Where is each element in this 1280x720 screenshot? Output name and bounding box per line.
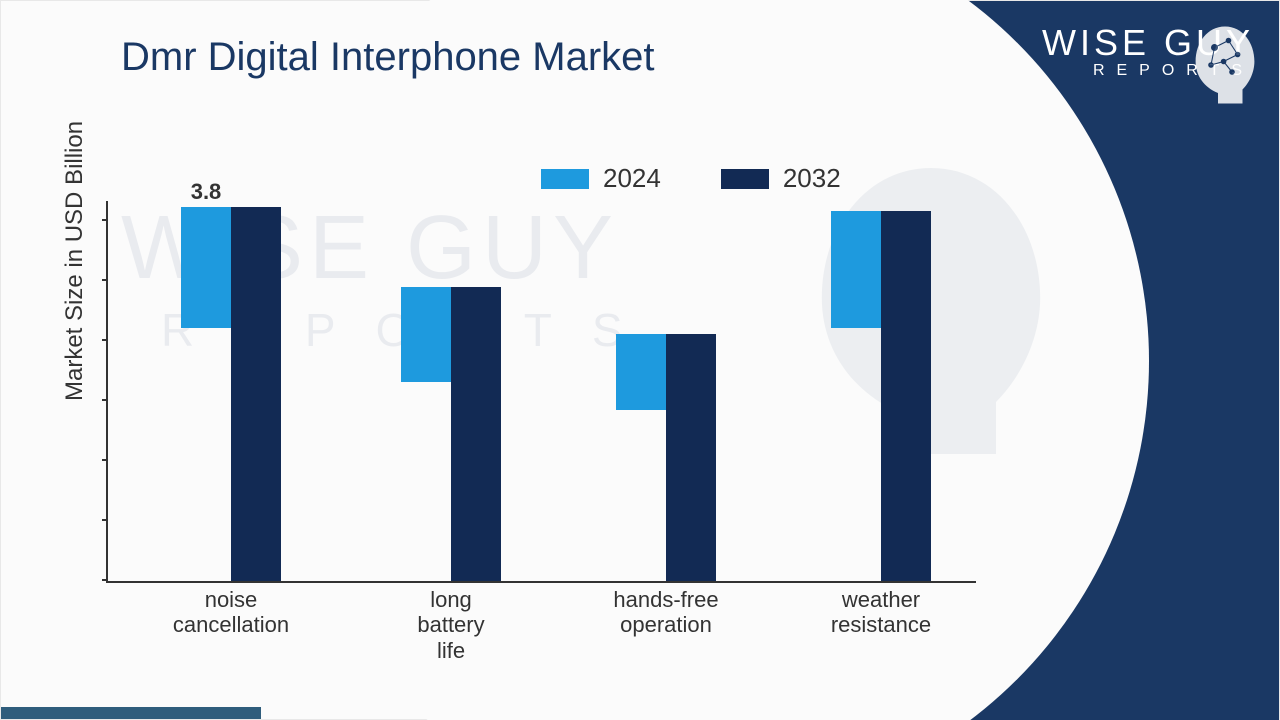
y-tick: [102, 279, 108, 281]
bar-2032: [451, 287, 501, 582]
bar-2032: [666, 334, 716, 581]
bar-2024: 3.8: [181, 207, 231, 327]
chart-title: Dmr Digital Interphone Market: [121, 35, 655, 80]
legend-swatch-2032: [721, 169, 769, 189]
x-axis: [106, 581, 976, 583]
y-axis-label: Market Size in USD Billion: [61, 121, 89, 401]
category-label: hands-freeoperation: [581, 587, 751, 638]
bar-2024: [831, 211, 881, 328]
accent-bar: [1, 707, 261, 719]
legend-swatch-2024: [541, 169, 589, 189]
y-tick: [102, 219, 108, 221]
plot-area: 3.8 noisecancellationlongbatterylifehand…: [106, 201, 976, 601]
category-label: noisecancellation: [146, 587, 316, 638]
bar-group: [601, 334, 731, 581]
category-label: weatherresistance: [796, 587, 966, 638]
bar-2024: [401, 287, 451, 382]
bar-group: [386, 287, 516, 582]
y-tick: [102, 339, 108, 341]
bar-2032: [231, 207, 281, 581]
bar-value-label: 3.8: [181, 179, 231, 205]
legend-label-2024: 2024: [603, 163, 661, 194]
legend-item-2024: 2024: [541, 163, 661, 194]
legend: 2024 2032: [541, 163, 841, 194]
bar-2032: [881, 211, 931, 582]
bar-group: 3.8: [166, 207, 296, 581]
brand-logo: WISE GUY REPORTS: [1042, 25, 1254, 79]
y-tick: [102, 459, 108, 461]
y-axis: [106, 201, 108, 581]
category-label: longbatterylife: [366, 587, 536, 663]
legend-item-2032: 2032: [721, 163, 841, 194]
y-tick: [102, 399, 108, 401]
logo-head-icon: [1190, 23, 1260, 107]
bar-group: [816, 211, 946, 582]
chart-container: WISE GUY REPORTS Dmr Digital Interphone …: [0, 0, 1280, 720]
legend-label-2032: 2032: [783, 163, 841, 194]
y-tick: [102, 519, 108, 521]
bar-2024: [616, 334, 666, 410]
